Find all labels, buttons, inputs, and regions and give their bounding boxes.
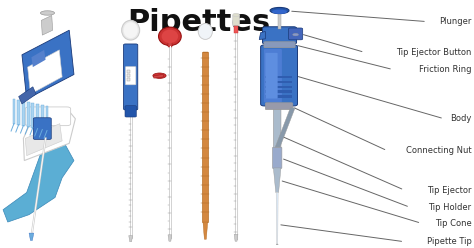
Ellipse shape (272, 9, 287, 14)
FancyBboxPatch shape (41, 105, 44, 129)
Ellipse shape (293, 33, 299, 36)
FancyBboxPatch shape (25, 107, 71, 126)
Ellipse shape (270, 7, 289, 14)
FancyBboxPatch shape (265, 76, 292, 78)
Text: Plunger: Plunger (439, 17, 472, 26)
Polygon shape (27, 50, 62, 94)
Polygon shape (273, 168, 281, 192)
Text: Pipettes: Pipettes (128, 8, 271, 37)
Ellipse shape (276, 244, 278, 245)
FancyBboxPatch shape (278, 10, 282, 29)
FancyBboxPatch shape (127, 74, 130, 77)
FancyBboxPatch shape (124, 44, 138, 110)
FancyBboxPatch shape (265, 86, 292, 88)
FancyBboxPatch shape (289, 28, 303, 40)
Polygon shape (3, 143, 74, 222)
FancyBboxPatch shape (264, 49, 282, 102)
Ellipse shape (158, 27, 181, 46)
Polygon shape (203, 222, 208, 239)
FancyBboxPatch shape (264, 42, 295, 48)
FancyBboxPatch shape (273, 147, 282, 168)
Polygon shape (23, 111, 75, 160)
FancyBboxPatch shape (265, 53, 278, 98)
Polygon shape (31, 50, 46, 67)
Polygon shape (275, 108, 295, 147)
Ellipse shape (198, 24, 212, 39)
FancyBboxPatch shape (126, 67, 136, 85)
Text: Tip Holder: Tip Holder (428, 203, 472, 212)
FancyBboxPatch shape (168, 40, 172, 47)
FancyBboxPatch shape (33, 118, 51, 139)
FancyBboxPatch shape (46, 106, 48, 130)
Ellipse shape (40, 11, 55, 15)
Polygon shape (25, 124, 62, 156)
Polygon shape (22, 30, 74, 99)
FancyBboxPatch shape (17, 100, 20, 125)
Ellipse shape (233, 13, 239, 17)
Polygon shape (168, 235, 172, 241)
FancyBboxPatch shape (36, 104, 39, 128)
Ellipse shape (153, 73, 166, 78)
Text: Tip Ejector Button: Tip Ejector Button (396, 48, 472, 57)
Polygon shape (276, 192, 278, 244)
FancyBboxPatch shape (27, 102, 29, 127)
FancyBboxPatch shape (202, 52, 208, 222)
Ellipse shape (122, 20, 140, 40)
FancyBboxPatch shape (233, 15, 239, 26)
Text: Tip Cone: Tip Cone (435, 219, 472, 228)
Polygon shape (29, 233, 34, 241)
FancyBboxPatch shape (263, 27, 297, 44)
Polygon shape (18, 87, 36, 104)
FancyBboxPatch shape (234, 26, 238, 33)
Polygon shape (259, 31, 265, 39)
FancyBboxPatch shape (265, 103, 293, 110)
Text: Body: Body (450, 114, 472, 123)
Polygon shape (154, 74, 163, 78)
FancyBboxPatch shape (273, 108, 281, 149)
Polygon shape (41, 15, 53, 35)
FancyBboxPatch shape (261, 45, 298, 106)
FancyBboxPatch shape (265, 81, 292, 83)
Text: Connecting Nut: Connecting Nut (406, 146, 472, 155)
Polygon shape (129, 236, 133, 242)
Text: Tip Ejector: Tip Ejector (427, 186, 472, 195)
Text: Pipette Tip: Pipette Tip (427, 237, 472, 246)
FancyBboxPatch shape (127, 78, 130, 81)
FancyBboxPatch shape (265, 91, 292, 93)
FancyBboxPatch shape (31, 103, 34, 127)
Ellipse shape (124, 22, 138, 38)
FancyBboxPatch shape (22, 101, 25, 126)
FancyBboxPatch shape (265, 95, 292, 98)
FancyBboxPatch shape (12, 99, 15, 124)
Ellipse shape (162, 30, 178, 43)
FancyBboxPatch shape (125, 106, 137, 117)
FancyBboxPatch shape (203, 52, 208, 222)
FancyBboxPatch shape (127, 70, 130, 73)
Text: Friction Ring: Friction Ring (419, 65, 472, 74)
Polygon shape (234, 234, 238, 241)
